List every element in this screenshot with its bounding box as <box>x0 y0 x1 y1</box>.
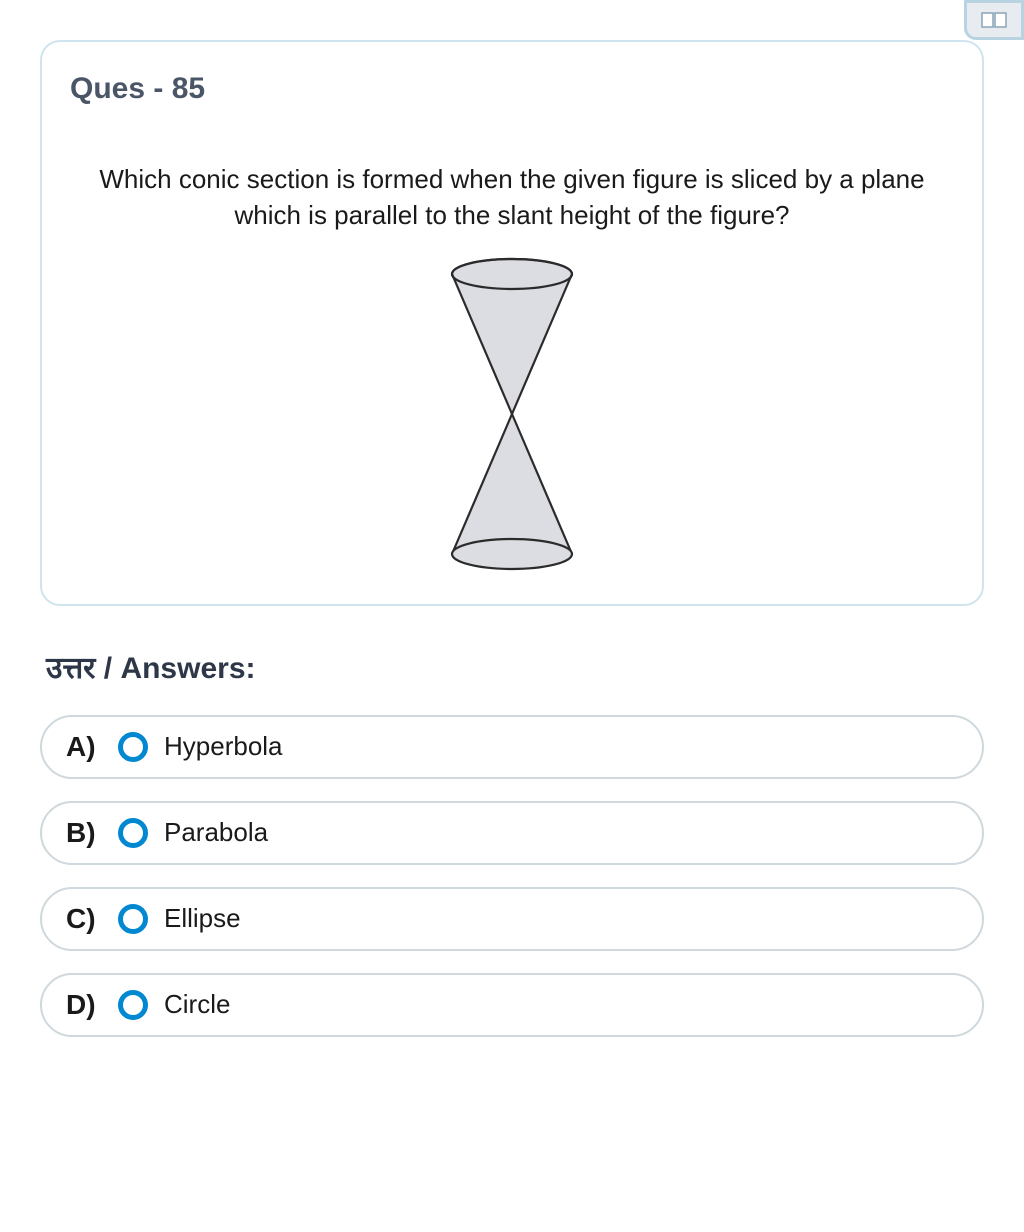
answers-label: उत्तर / Answers: <box>46 646 984 687</box>
option-letter: B) <box>66 817 102 849</box>
radio-icon <box>118 904 148 934</box>
options-list: A) Hyperbola B) Parabola C) Ellipse D) C… <box>40 715 984 1037</box>
option-b[interactable]: B) Parabola <box>40 801 984 865</box>
double-cone-figure <box>422 254 602 574</box>
option-letter: A) <box>66 731 102 763</box>
radio-icon <box>118 818 148 848</box>
radio-icon <box>118 990 148 1020</box>
option-c[interactable]: C) Ellipse <box>40 887 984 951</box>
question-text: Which conic section is formed when the g… <box>70 161 954 234</box>
figure-container <box>70 254 954 574</box>
option-letter: C) <box>66 903 102 935</box>
option-text: Circle <box>164 989 230 1020</box>
option-text: Parabola <box>164 817 268 848</box>
question-number: Ques - 85 <box>70 72 954 106</box>
question-card: Ques - 85 Which conic section is formed … <box>40 40 984 606</box>
radio-icon <box>118 732 148 762</box>
option-d[interactable]: D) Circle <box>40 973 984 1037</box>
option-letter: D) <box>66 989 102 1021</box>
option-a[interactable]: A) Hyperbola <box>40 715 984 779</box>
option-text: Hyperbola <box>164 731 283 762</box>
page-corner-indicator <box>964 0 1024 40</box>
book-icon <box>980 9 1008 31</box>
option-text: Ellipse <box>164 903 241 934</box>
